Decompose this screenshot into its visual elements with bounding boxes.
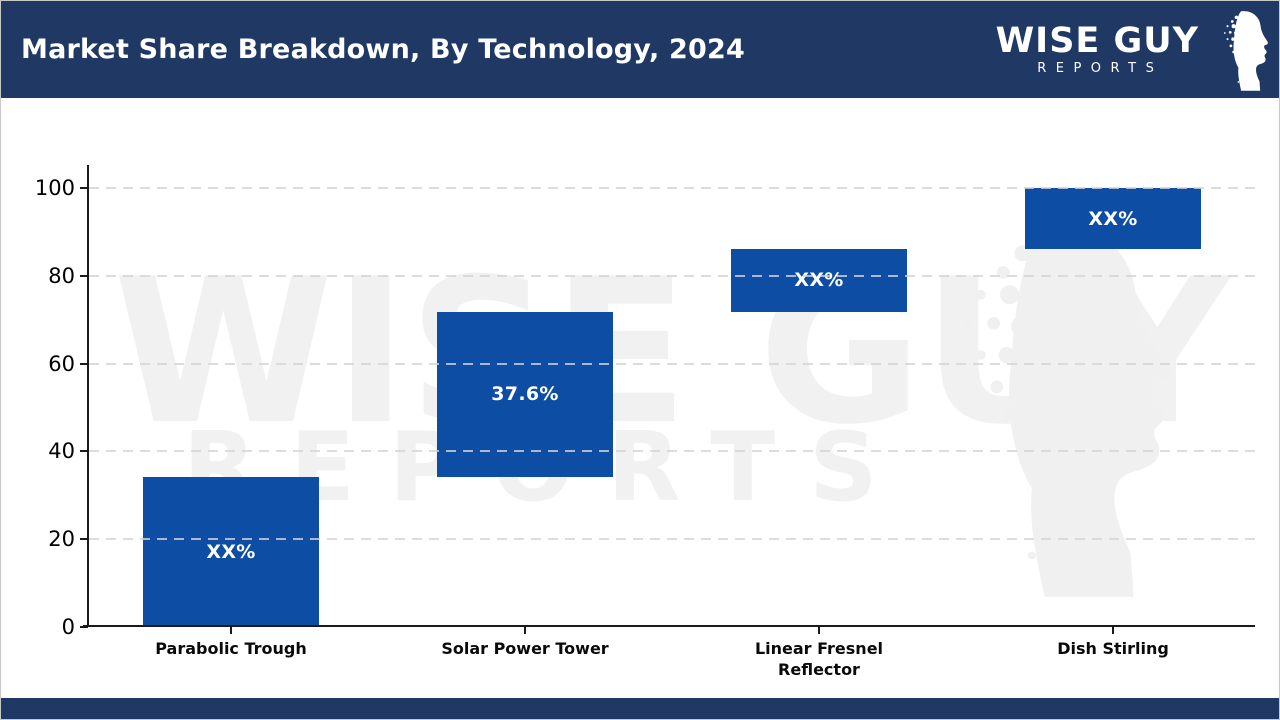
bar-solar-power-tower: 37.6% (437, 311, 613, 477)
bar-linear-fresnel-reflector: XX% (731, 249, 907, 312)
header-bar: Market Share Breakdown, By Technology, 2… (1, 1, 1279, 98)
footer-bar (1, 698, 1279, 719)
x-tick-mark-1 (524, 627, 526, 634)
x-tick-mark-2 (818, 627, 820, 634)
y-tick-label-20: 20 (48, 527, 75, 552)
logo-wiseguy-label: WISE GUY (995, 21, 1199, 61)
y-tick-label-80: 80 (48, 263, 75, 288)
gridline-60 (89, 362, 1255, 365)
bar-value-label: 37.6% (491, 383, 559, 406)
logo-text: WISE GUY REPORTS (995, 21, 1199, 76)
y-tick-mark-40 (80, 450, 88, 453)
gridline-100 (89, 187, 1255, 189)
logo-reports-label: REPORTS (1037, 61, 1164, 76)
logo-head-icon (1223, 10, 1268, 91)
y-tick-label-0: 0 (61, 615, 75, 639)
chart-title: Market Share Breakdown, By Technology, 2… (21, 34, 746, 65)
x-axis-line (83, 625, 1255, 627)
x-tick-mark-0 (230, 627, 232, 634)
chart-plot-area: XX% 37.6% XX% XX% 0 20 40 60 80 100 Parabolic Trou… (1, 98, 1279, 700)
bar-value-label: XX% (206, 540, 256, 563)
bar-value-label: XX% (794, 269, 844, 292)
gridline-40 (89, 450, 1255, 453)
x-tick-label-2: Linear Fresnel Reflector (754, 639, 884, 679)
x-tick-label-0: Parabolic Trough (155, 639, 307, 658)
y-tick-mark-0 (80, 626, 88, 628)
y-tick-mark-100 (80, 187, 88, 189)
gridline-20 (89, 538, 1255, 541)
bar-parabolic-trough: XX% (143, 476, 319, 627)
y-tick-mark-20 (80, 538, 88, 541)
wiseguy-logo: WISE GUY REPORTS (996, 1, 1269, 98)
y-tick-label-100: 100 (34, 176, 75, 200)
y-tick-mark-60 (80, 362, 88, 365)
y-tick-mark-80 (80, 274, 88, 277)
y-axis-line (87, 165, 89, 627)
gridline-80 (89, 274, 1255, 277)
y-tick-label-60: 60 (48, 351, 75, 376)
x-tick-label-3: Dish Stirling (1057, 639, 1169, 658)
bar-dish-stirling: XX% (1025, 188, 1201, 250)
y-tick-label-40: 40 (48, 439, 75, 464)
x-tick-mark-3 (1112, 627, 1114, 634)
x-tick-label-1: Solar Power Tower (441, 639, 609, 658)
bar-value-label: XX% (1088, 207, 1138, 230)
